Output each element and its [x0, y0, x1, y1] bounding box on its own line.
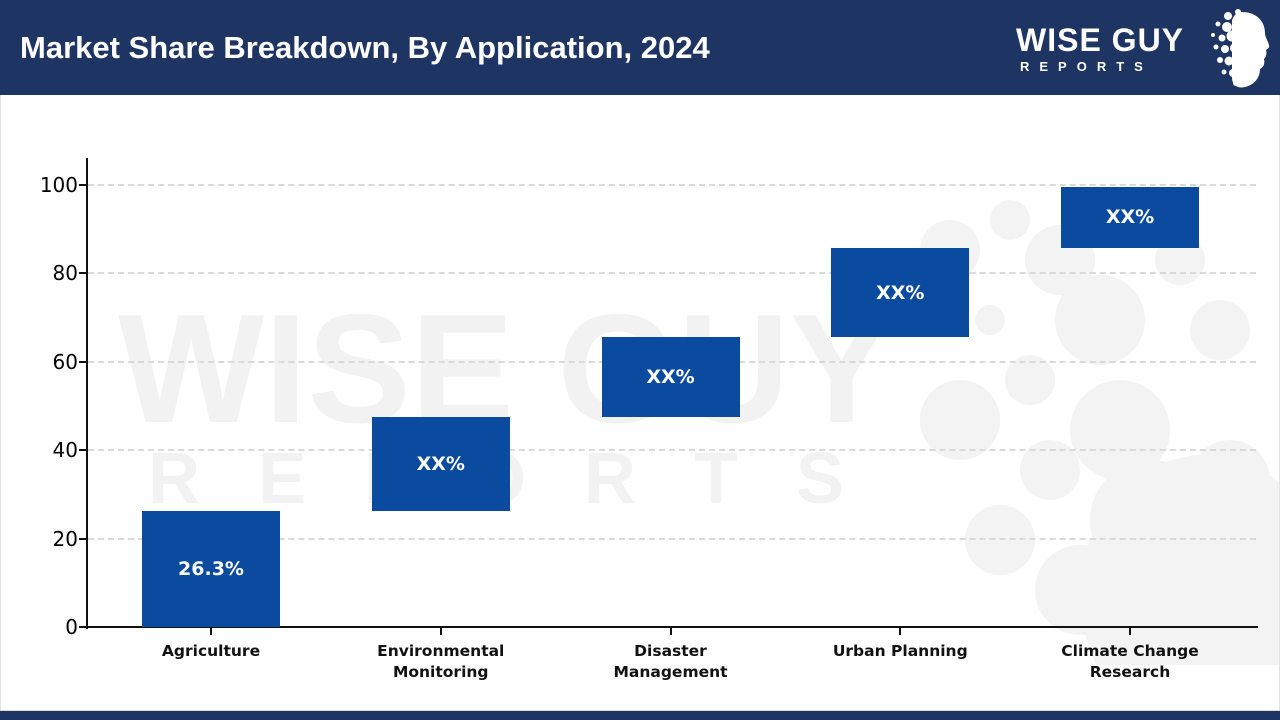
y-tick-mark — [79, 272, 88, 275]
x-category-label: Agriculture — [96, 641, 326, 662]
y-tick-mark — [79, 449, 88, 452]
bar-urban-planning: XX% — [831, 247, 970, 338]
y-tick-label: 0 — [65, 615, 78, 639]
y-tick-mark — [79, 626, 88, 628]
x-axis-spine — [86, 626, 1258, 628]
y-tick-label: 60 — [52, 349, 78, 374]
footer-bar — [0, 711, 1280, 720]
y-tick-label: 40 — [52, 438, 78, 463]
bar-value-label: XX% — [416, 452, 465, 475]
y-axis-spine — [86, 158, 88, 629]
x-category-label-line: Research — [1089, 663, 1171, 681]
bar-value-label: XX% — [1105, 206, 1155, 229]
x-category-label: Climate Change Research — [1015, 641, 1245, 683]
y-tick-label: 100 — [39, 173, 78, 197]
x-tick-mark — [669, 628, 672, 635]
x-category-label: Urban Planning — [785, 641, 1015, 662]
x-tick-mark — [1129, 628, 1131, 635]
bar-value-label: 26.3% — [178, 557, 244, 580]
left-border — [0, 95, 1, 711]
bar-agriculture: 26.3% — [142, 510, 280, 627]
y-tick-mark — [79, 360, 88, 363]
page-title: Market Share Breakdown, By Application, … — [20, 30, 710, 65]
gridline — [88, 537, 1256, 540]
bar-value-label: XX% — [646, 366, 695, 389]
bar-value-label: XX% — [876, 281, 925, 304]
y-tick-mark — [79, 537, 88, 540]
waterfall-chart: 0 20 40 60 80 100 26.3% Agriculture XX% Environme… — [0, 95, 1280, 711]
header: Market Share Breakdown, By Application, … — [0, 0, 1280, 95]
y-tick-label: 80 — [52, 261, 78, 286]
x-category-label-line: Agriculture — [161, 642, 261, 660]
logo-sub-wordmark: REPORTS — [1020, 59, 1153, 74]
gridline — [88, 272, 1256, 275]
bar-disaster-management: XX% — [601, 337, 740, 418]
bar-climate-change-research: XX% — [1061, 186, 1199, 248]
gridline — [88, 184, 1256, 186]
x-category-label: Environmental Monitoring — [326, 641, 556, 683]
x-tick-mark — [210, 628, 212, 635]
x-category-label-line: Environmental — [377, 642, 505, 660]
x-category-label-line: Climate Change — [1061, 642, 1199, 660]
x-category-label-line: Monitoring — [392, 663, 489, 681]
x-category-label-line: Management — [613, 663, 728, 681]
y-tick-mark — [79, 184, 88, 186]
bar-environmental-monitoring: XX% — [371, 417, 510, 511]
bottom-border — [0, 710, 1280, 711]
wise-guy-reports-logo: WISE GUY REPORTS — [1016, 6, 1270, 90]
head-profile-icon — [1211, 9, 1270, 88]
gridline — [88, 449, 1256, 452]
x-tick-mark — [899, 628, 902, 635]
watermark-head-icon — [920, 200, 1280, 665]
x-category-label-line: Urban Planning — [832, 642, 968, 660]
x-category-label-line: Disaster — [634, 642, 707, 660]
x-category-label: Disaster Management — [556, 641, 786, 683]
x-tick-mark — [439, 628, 442, 635]
y-tick-label: 20 — [52, 526, 78, 551]
logo-wordmark: WISE GUY — [1016, 22, 1185, 58]
